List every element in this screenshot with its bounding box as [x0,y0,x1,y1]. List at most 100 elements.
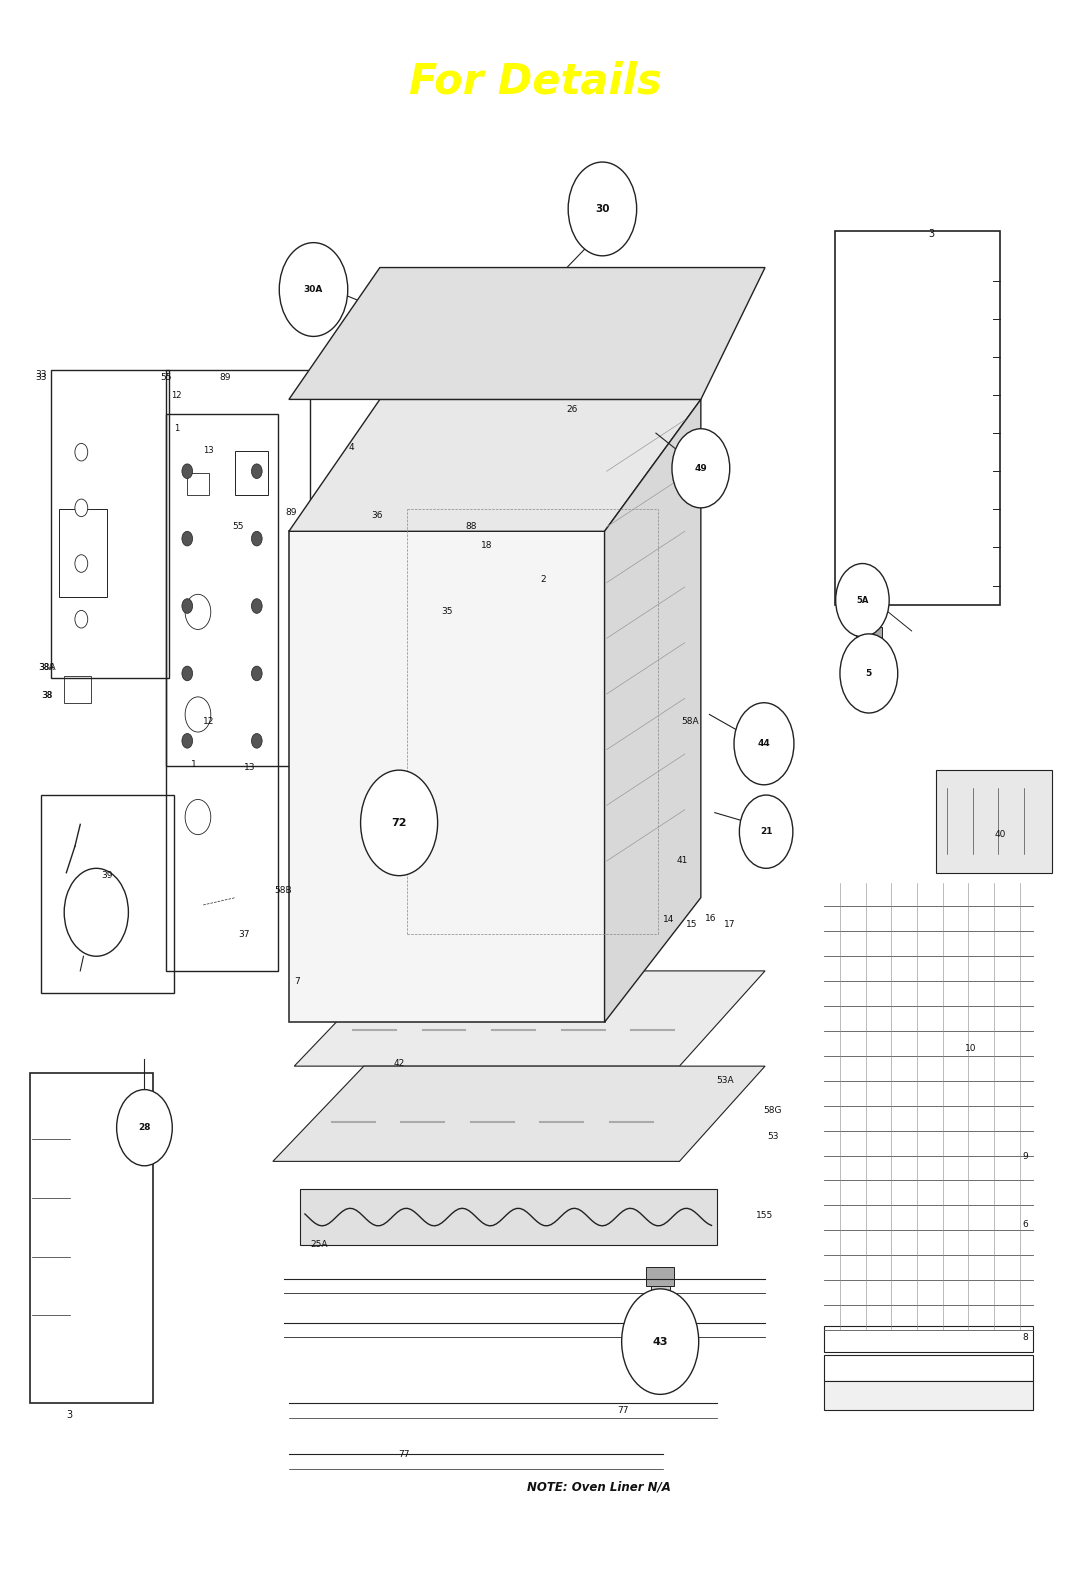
Bar [166,369,310,766]
Text: 89: 89 [286,508,296,516]
Text: 4: 4 [348,444,354,452]
Text: 16: 16 [705,914,716,922]
Text: 7: 7 [294,977,301,985]
Bar [187,472,209,494]
Text: 21: 21 [760,827,773,837]
Text: TAP HERE: TAP HERE [486,22,584,41]
Bar [59,510,107,597]
Polygon shape [294,971,765,1066]
Text: 43: 43 [653,1336,668,1347]
Text: 10: 10 [965,1044,976,1053]
Circle shape [75,499,88,516]
Text: 5: 5 [866,669,872,677]
Text: 14: 14 [663,916,674,924]
Text: 49: 49 [694,464,707,472]
Text: 28: 28 [138,1123,151,1132]
Text: 26: 26 [567,406,578,414]
Text: 77: 77 [617,1405,628,1415]
Text: 25A: 25A [310,1241,327,1249]
Circle shape [182,531,193,546]
Circle shape [672,429,730,508]
Text: 37: 37 [239,930,249,940]
Text: 9: 9 [1022,1153,1028,1162]
Circle shape [251,734,262,748]
Text: 89: 89 [219,373,230,382]
Text: 3: 3 [928,229,934,238]
Circle shape [75,554,88,572]
Circle shape [117,1090,172,1165]
Text: 53A: 53A [717,1077,734,1085]
Text: 55: 55 [160,373,171,382]
Circle shape [251,666,262,681]
Text: 13: 13 [203,447,214,455]
Text: 36: 36 [371,510,382,519]
Text: 5A: 5A [856,595,869,605]
Text: 38: 38 [42,692,52,699]
Text: 33: 33 [35,373,46,382]
Circle shape [734,703,794,785]
Text: 6: 6 [1022,1221,1028,1228]
Text: 8: 8 [1022,1333,1028,1342]
Text: 3: 3 [66,1410,73,1420]
Text: 2: 2 [540,575,547,584]
Circle shape [279,243,348,336]
Text: 17: 17 [724,919,735,928]
Bar [41,796,174,993]
Text: 88: 88 [465,523,476,532]
Circle shape [251,598,262,613]
Bar [835,231,1000,605]
Circle shape [182,464,193,478]
Circle shape [182,598,193,613]
Text: 38A: 38A [39,663,56,673]
Bar [64,676,91,703]
Bar [235,450,268,494]
Text: 12: 12 [171,390,182,399]
Text: 38: 38 [43,692,51,699]
Circle shape [75,444,88,461]
Text: 72: 72 [392,818,407,827]
Text: 40: 40 [995,831,1006,838]
Bar [824,1325,1033,1352]
Text: 77: 77 [399,1450,410,1459]
Circle shape [361,771,438,876]
Circle shape [622,1288,699,1394]
Text: 55: 55 [232,523,243,532]
Circle shape [75,611,88,628]
Polygon shape [273,1066,765,1162]
Bar [651,1284,670,1348]
Circle shape [836,564,889,636]
Text: 1: 1 [190,759,197,769]
Bar [300,1189,717,1244]
Text: 53: 53 [767,1132,778,1142]
Text: 58G: 58G [763,1105,782,1115]
Bar [824,1382,1033,1410]
Circle shape [251,464,262,478]
Bar [856,627,882,644]
Circle shape [840,633,898,714]
Circle shape [739,796,793,868]
Text: For Details: For Details [409,62,661,103]
Text: 15: 15 [686,919,697,928]
Text: 155: 155 [756,1211,774,1221]
Text: 18: 18 [482,542,492,551]
Polygon shape [605,399,701,1022]
Text: 58B: 58B [275,886,292,895]
Text: 35: 35 [442,608,453,616]
Bar [51,369,169,677]
Text: 1: 1 [174,425,179,433]
Text: 42: 42 [394,1058,404,1067]
Text: 33: 33 [35,369,46,379]
Text: 30: 30 [595,204,610,213]
Bar [859,641,878,699]
Polygon shape [289,399,701,531]
Bar [646,1266,674,1285]
Text: 12: 12 [203,717,214,726]
Text: 13: 13 [244,763,255,772]
Text: 44: 44 [758,739,770,748]
Text: NOTE: Oven Liner N/A: NOTE: Oven Liner N/A [528,1480,671,1494]
Circle shape [182,734,193,748]
Polygon shape [289,531,605,1022]
Circle shape [251,531,262,546]
Text: 38A: 38A [40,663,55,673]
Bar [30,1074,153,1404]
